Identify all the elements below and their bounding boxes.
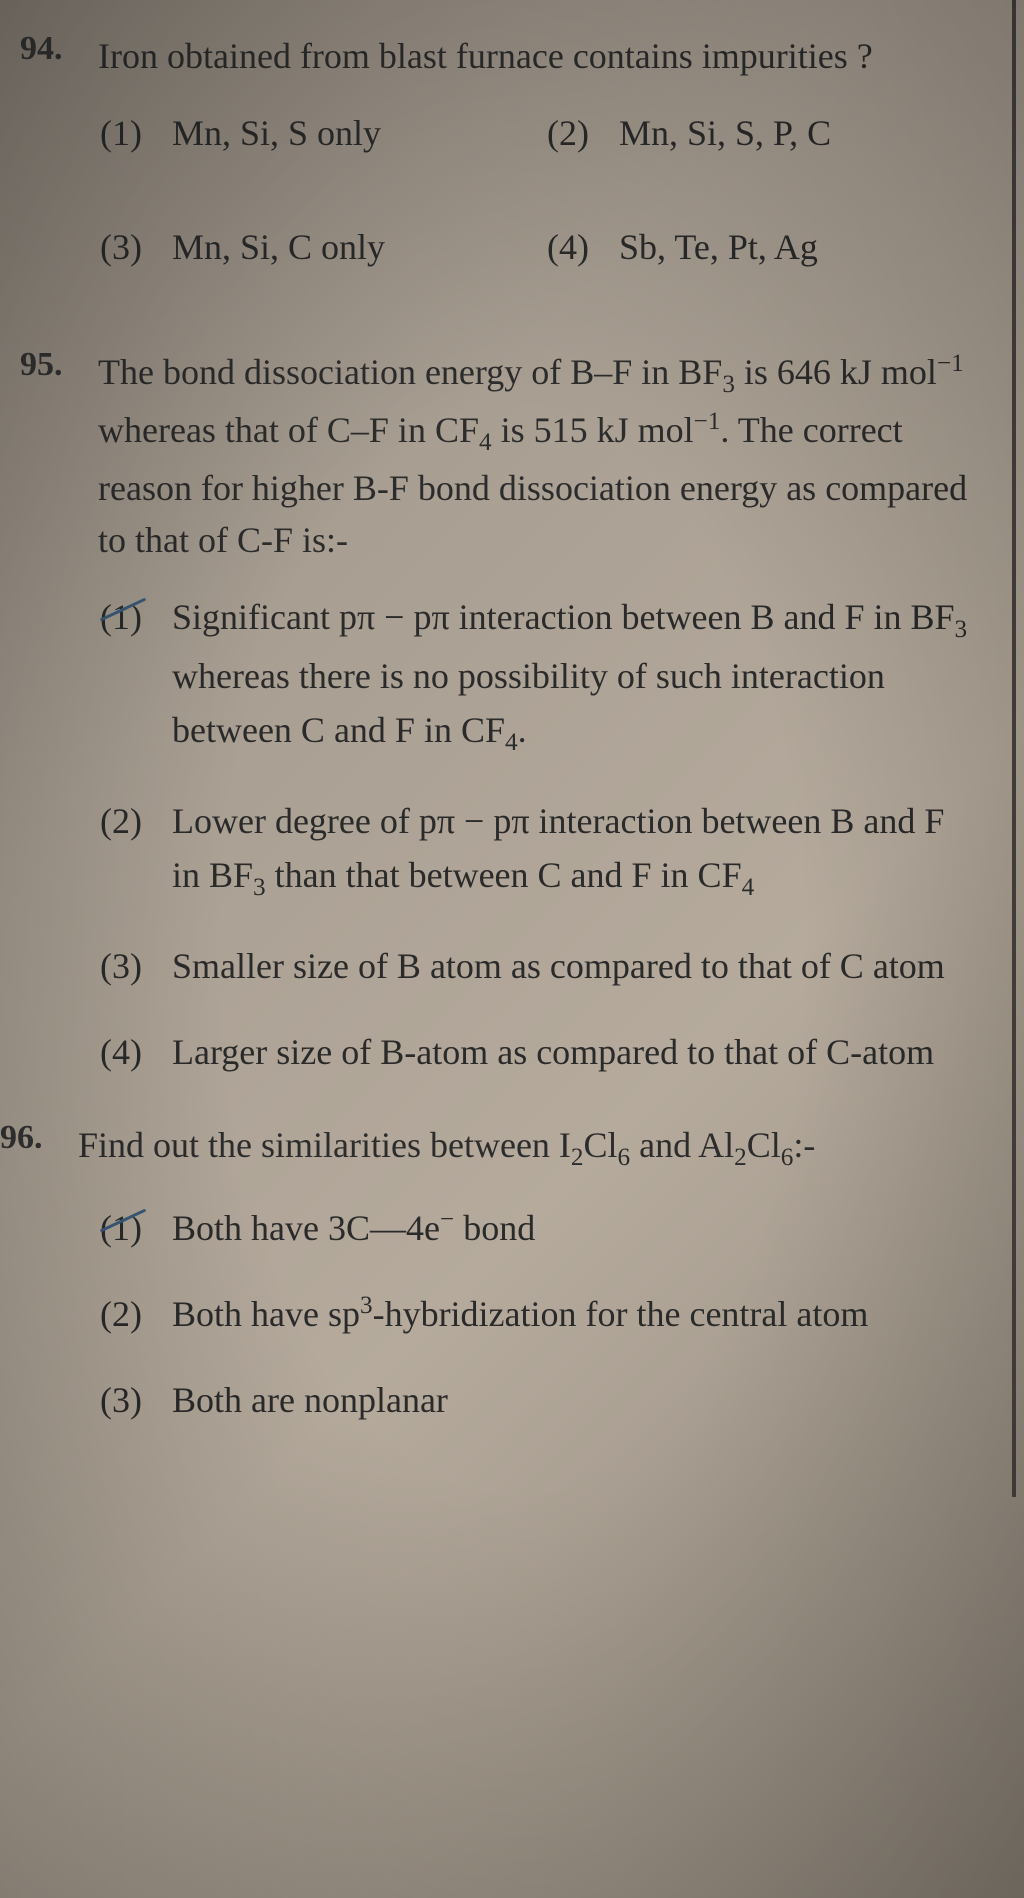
question-95: 95. The bond dissociation energy of B–F …: [20, 346, 974, 1079]
option-text: Both are nonplanar: [172, 1373, 974, 1427]
option-number: (3): [100, 220, 160, 274]
option-row: (3) Both are nonplanar: [100, 1373, 974, 1427]
option-number: (1): [100, 106, 160, 160]
option-number: (3): [100, 1373, 160, 1427]
option-number: (2): [547, 106, 607, 160]
option-text: Mn, Si, C only: [172, 220, 527, 274]
option-row: (3) Smaller size of B atom as compared t…: [100, 939, 974, 993]
option-number: (1): [100, 590, 160, 644]
option-number: (2): [100, 1287, 160, 1341]
question-text: The bond dissociation energy of B–F in B…: [98, 346, 974, 566]
option-row: (4) Sb, Te, Pt, Ag: [547, 220, 974, 274]
option-text: Sb, Te, Pt, Ag: [619, 220, 974, 274]
option-row: (1) Both have 3C—4e− bond: [100, 1201, 974, 1255]
option-text: Mn, Si, S, P, C: [619, 106, 974, 160]
question-header: 96. Find out the similarities between I2…: [0, 1119, 974, 1177]
option-number: (1): [100, 1201, 160, 1255]
page-right-border: [1012, 0, 1016, 1497]
question-number: 95.: [20, 346, 80, 384]
option-text: Both have 3C—4e− bond: [172, 1201, 974, 1255]
option-text: Both have sp3-hybridization for the cent…: [172, 1287, 974, 1341]
question-number: 94.: [20, 30, 80, 68]
option-text: Larger size of B-atom as compared to tha…: [172, 1025, 974, 1079]
option-number: (4): [547, 220, 607, 274]
options-list: (1) Both have 3C—4e− bond (2) Both have …: [100, 1201, 974, 1427]
option-number: (2): [100, 794, 160, 848]
question-header: 94. Iron obtained from blast furnace con…: [20, 30, 974, 82]
option-row: (2) Both have sp3-hybridization for the …: [100, 1287, 974, 1341]
option-text: Lower degree of pπ − pπ interaction betw…: [172, 794, 974, 907]
option-row: (1) Mn, Si, S only: [100, 106, 527, 160]
option-number: (3): [100, 939, 160, 993]
question-text: Iron obtained from blast furnace contain…: [98, 30, 873, 82]
option-text: Smaller size of B atom as compared to th…: [172, 939, 974, 993]
option-row: (2) Mn, Si, S, P, C: [547, 106, 974, 160]
option-row: (4) Larger size of B-atom as compared to…: [100, 1025, 974, 1079]
option-text: Mn, Si, S only: [172, 106, 527, 160]
question-text: Find out the similarities between I2Cl6 …: [78, 1119, 815, 1177]
question-number: 96.: [0, 1119, 60, 1157]
option-row: (1) Significant pπ − pπ interaction betw…: [100, 590, 974, 762]
options-list: (1) Significant pπ − pπ interaction betw…: [100, 590, 974, 1079]
question-94: 94. Iron obtained from blast furnace con…: [20, 30, 974, 306]
question-96: 96. Find out the similarities between I2…: [20, 1119, 974, 1427]
option-row: (2) Lower degree of pπ − pπ interaction …: [100, 794, 974, 907]
option-row: (3) Mn, Si, C only: [100, 220, 527, 274]
options-grid: (1) Mn, Si, S only (2) Mn, Si, S, P, C (…: [100, 106, 974, 306]
option-number: (4): [100, 1025, 160, 1079]
question-header: 95. The bond dissociation energy of B–F …: [20, 346, 974, 566]
option-text: Significant pπ − pπ interaction between …: [172, 590, 974, 762]
